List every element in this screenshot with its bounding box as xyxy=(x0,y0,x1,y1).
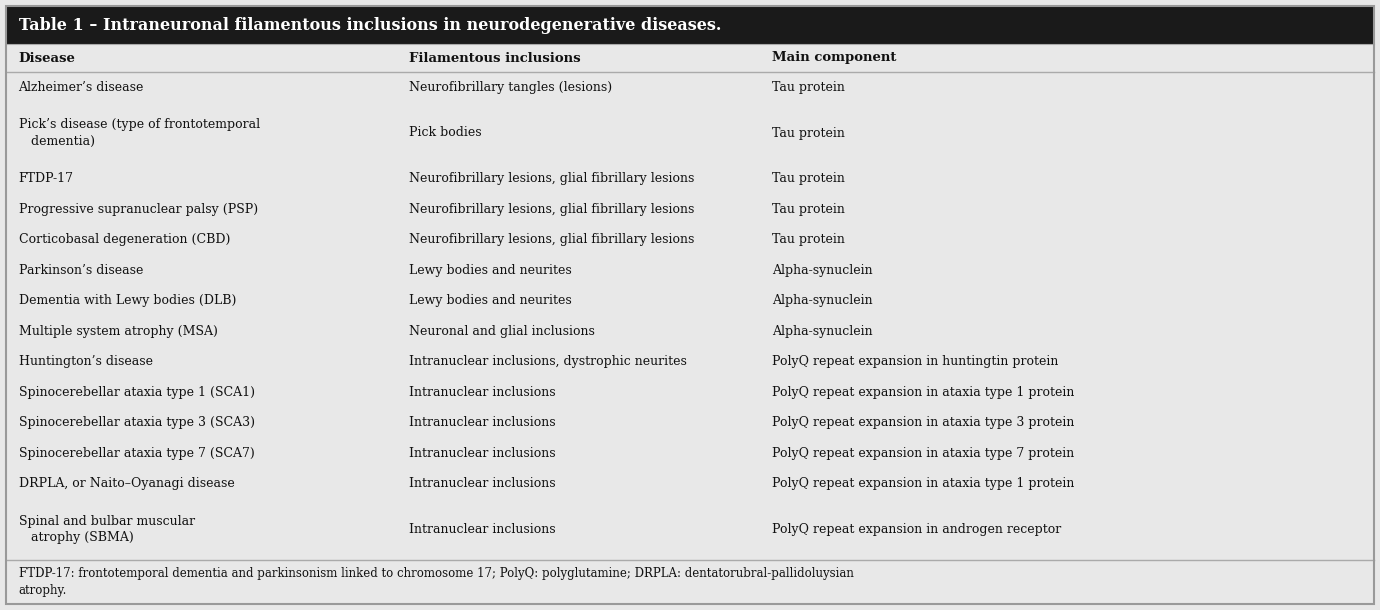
Bar xyxy=(6,194,1374,224)
Bar xyxy=(6,6,1374,44)
Bar xyxy=(6,377,1374,407)
Text: Alpha-synuclein: Alpha-synuclein xyxy=(771,264,872,277)
Bar xyxy=(6,72,1374,102)
Text: Intranuclear inclusions: Intranuclear inclusions xyxy=(408,523,556,536)
Bar xyxy=(6,499,1374,560)
Text: Neurofibrillary lesions, glial fibrillary lesions: Neurofibrillary lesions, glial fibrillar… xyxy=(408,203,694,216)
Text: Progressive supranuclear palsy (PSP): Progressive supranuclear palsy (PSP) xyxy=(18,203,258,216)
Text: Corticobasal degeneration (CBD): Corticobasal degeneration (CBD) xyxy=(18,233,230,246)
Text: Pick bodies: Pick bodies xyxy=(408,126,482,140)
Text: PolyQ repeat expansion in ataxia type 3 protein: PolyQ repeat expansion in ataxia type 3 … xyxy=(771,416,1075,429)
Text: Spinocerebellar ataxia type 7 (SCA7): Spinocerebellar ataxia type 7 (SCA7) xyxy=(18,447,254,460)
Text: Alzheimer’s disease: Alzheimer’s disease xyxy=(18,81,144,94)
Text: Intranuclear inclusions: Intranuclear inclusions xyxy=(408,386,556,399)
Text: DRPLA, or Naito–Oyanagi disease: DRPLA, or Naito–Oyanagi disease xyxy=(18,477,235,490)
Bar xyxy=(6,102,1374,163)
Text: Alpha-synuclein: Alpha-synuclein xyxy=(771,294,872,307)
Bar xyxy=(6,285,1374,316)
Text: PolyQ repeat expansion in ataxia type 1 protein: PolyQ repeat expansion in ataxia type 1 … xyxy=(771,386,1075,399)
Text: Intranuclear inclusions: Intranuclear inclusions xyxy=(408,416,556,429)
Text: Multiple system atrophy (MSA): Multiple system atrophy (MSA) xyxy=(18,325,218,338)
Text: Huntington’s disease: Huntington’s disease xyxy=(18,355,153,368)
Bar xyxy=(6,163,1374,194)
Text: Dementia with Lewy bodies (DLB): Dementia with Lewy bodies (DLB) xyxy=(18,294,236,307)
Text: Tau protein: Tau protein xyxy=(771,233,845,246)
Text: Tau protein: Tau protein xyxy=(771,203,845,216)
Bar xyxy=(6,316,1374,346)
Text: Spinocerebellar ataxia type 3 (SCA3): Spinocerebellar ataxia type 3 (SCA3) xyxy=(18,416,254,429)
Bar xyxy=(6,438,1374,468)
Text: Neuronal and glial inclusions: Neuronal and glial inclusions xyxy=(408,325,595,338)
Text: Neurofibrillary lesions, glial fibrillary lesions: Neurofibrillary lesions, glial fibrillar… xyxy=(408,172,694,185)
Text: Intranuclear inclusions: Intranuclear inclusions xyxy=(408,447,556,460)
Text: Neurofibrillary lesions, glial fibrillary lesions: Neurofibrillary lesions, glial fibrillar… xyxy=(408,233,694,246)
Text: Spinocerebellar ataxia type 1 (SCA1): Spinocerebellar ataxia type 1 (SCA1) xyxy=(18,386,254,399)
Bar xyxy=(6,407,1374,438)
Text: PolyQ repeat expansion in androgen receptor: PolyQ repeat expansion in androgen recep… xyxy=(771,523,1061,536)
Bar xyxy=(6,44,1374,72)
Text: Lewy bodies and neurites: Lewy bodies and neurites xyxy=(408,264,571,277)
Text: Tau protein: Tau protein xyxy=(771,81,845,94)
Text: Disease: Disease xyxy=(18,51,76,65)
Text: Tau protein: Tau protein xyxy=(771,172,845,185)
Text: Table 1 – Intraneuronal filamentous inclusions in neurodegenerative diseases.: Table 1 – Intraneuronal filamentous incl… xyxy=(18,16,720,34)
Text: PolyQ repeat expansion in huntingtin protein: PolyQ repeat expansion in huntingtin pro… xyxy=(771,355,1058,368)
Bar xyxy=(6,468,1374,499)
Text: Neurofibrillary tangles (lesions): Neurofibrillary tangles (lesions) xyxy=(408,81,613,94)
Text: PolyQ repeat expansion in ataxia type 1 protein: PolyQ repeat expansion in ataxia type 1 … xyxy=(771,477,1075,490)
Text: Spinal and bulbar muscular
   atrophy (SBMA): Spinal and bulbar muscular atrophy (SBMA… xyxy=(18,515,195,544)
Text: Lewy bodies and neurites: Lewy bodies and neurites xyxy=(408,294,571,307)
Text: Parkinson’s disease: Parkinson’s disease xyxy=(18,264,144,277)
Bar xyxy=(6,224,1374,255)
Text: Tau protein: Tau protein xyxy=(771,126,845,140)
Text: PolyQ repeat expansion in ataxia type 7 protein: PolyQ repeat expansion in ataxia type 7 … xyxy=(771,447,1074,460)
Text: Main component: Main component xyxy=(771,51,897,65)
Text: FTDP-17: FTDP-17 xyxy=(18,172,73,185)
Text: Filamentous inclusions: Filamentous inclusions xyxy=(408,51,581,65)
Text: Alpha-synuclein: Alpha-synuclein xyxy=(771,325,872,338)
Text: FTDP-17: frontotemporal dementia and parkinsonism linked to chromosome 17; PolyQ: FTDP-17: frontotemporal dementia and par… xyxy=(18,567,853,597)
Bar xyxy=(6,255,1374,285)
Text: Intranuclear inclusions, dystrophic neurites: Intranuclear inclusions, dystrophic neur… xyxy=(408,355,687,368)
Bar xyxy=(6,560,1374,604)
Bar xyxy=(6,346,1374,377)
Text: Intranuclear inclusions: Intranuclear inclusions xyxy=(408,477,556,490)
Text: Pick’s disease (type of frontotemporal
   dementia): Pick’s disease (type of frontotemporal d… xyxy=(18,118,259,148)
